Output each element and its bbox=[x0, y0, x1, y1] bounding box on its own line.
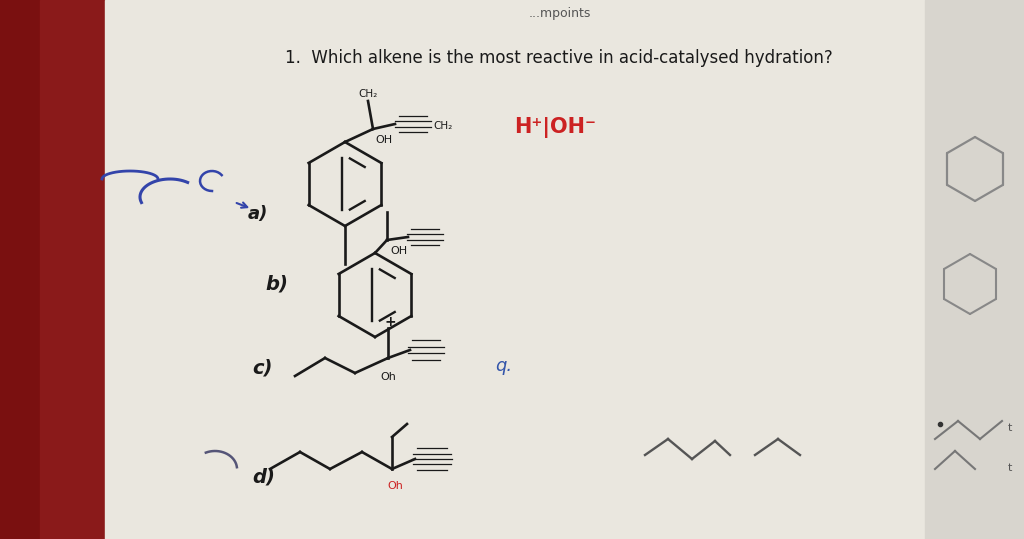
Bar bbox=[40, 0, 105, 539]
Text: d): d) bbox=[252, 467, 274, 487]
Text: CH₂: CH₂ bbox=[358, 89, 377, 99]
Text: t: t bbox=[1008, 463, 1013, 473]
Bar bbox=[925, 0, 1024, 539]
Text: OH: OH bbox=[375, 135, 392, 145]
Bar bbox=[0, 0, 105, 539]
Text: CH₂: CH₂ bbox=[433, 121, 453, 131]
Text: a): a) bbox=[248, 205, 268, 223]
Text: Oh: Oh bbox=[380, 372, 396, 382]
Text: q.: q. bbox=[495, 357, 512, 375]
Text: OH: OH bbox=[390, 246, 408, 256]
Text: c): c) bbox=[252, 358, 272, 377]
Text: +: + bbox=[384, 315, 396, 329]
Bar bbox=[105, 0, 925, 539]
Text: ...mpoints: ...mpoints bbox=[528, 7, 591, 20]
Text: H⁺|OH⁻: H⁺|OH⁻ bbox=[514, 116, 596, 137]
Text: b): b) bbox=[265, 274, 288, 294]
Text: t: t bbox=[1008, 423, 1013, 433]
Text: Oh: Oh bbox=[387, 481, 402, 491]
Text: 1.  Which alkene is the most reactive in acid-catalysed hydration?: 1. Which alkene is the most reactive in … bbox=[285, 49, 833, 67]
